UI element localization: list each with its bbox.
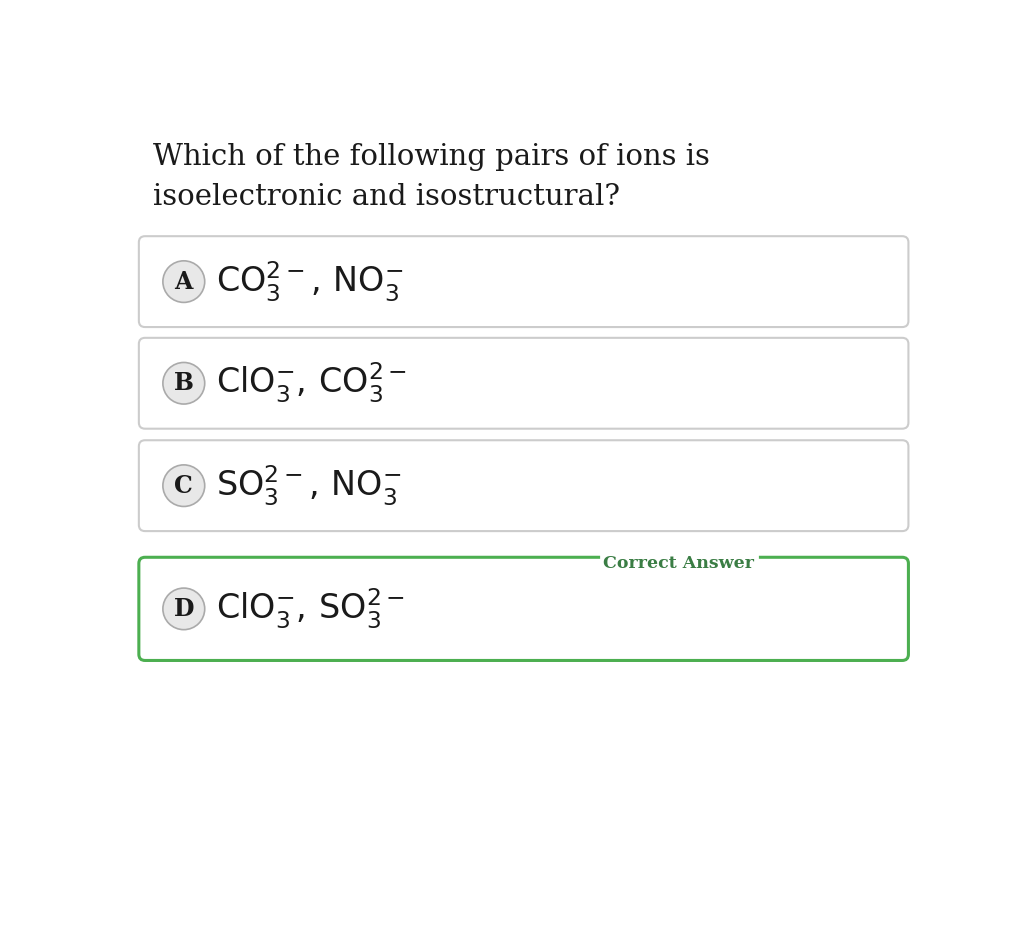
Text: A: A [175,269,193,294]
Circle shape [163,362,205,404]
Text: C: C [174,474,194,498]
Text: B: B [174,372,194,395]
Circle shape [163,588,205,629]
Text: $\mathrm{CO}_{3}^{2-},\,\mathrm{NO}_{3}^{-}$: $\mathrm{CO}_{3}^{2-},\,\mathrm{NO}_{3}^… [216,260,404,303]
Text: Which of the following pairs of ions is: Which of the following pairs of ions is [153,143,710,171]
Text: $\mathrm{SO}_{3}^{2-},\,\mathrm{NO}_{3}^{-}$: $\mathrm{SO}_{3}^{2-},\,\mathrm{NO}_{3}^… [216,464,401,508]
Circle shape [163,465,205,506]
FancyBboxPatch shape [139,440,908,531]
Text: Correct Answer: Correct Answer [603,555,754,572]
FancyBboxPatch shape [139,236,908,327]
Text: D: D [173,597,195,621]
Text: $\mathrm{ClO}_{3}^{-},\,\mathrm{CO}_{3}^{2-}$: $\mathrm{ClO}_{3}^{-},\,\mathrm{CO}_{3}^… [216,361,407,406]
Text: isoelectronic and isostructural?: isoelectronic and isostructural? [153,183,620,211]
Circle shape [163,261,205,302]
FancyBboxPatch shape [139,557,908,661]
Text: $\mathrm{ClO}_{3}^{-},\,\mathrm{SO}_{3}^{2-}$: $\mathrm{ClO}_{3}^{-},\,\mathrm{SO}_{3}^… [216,587,404,631]
FancyBboxPatch shape [139,337,908,428]
